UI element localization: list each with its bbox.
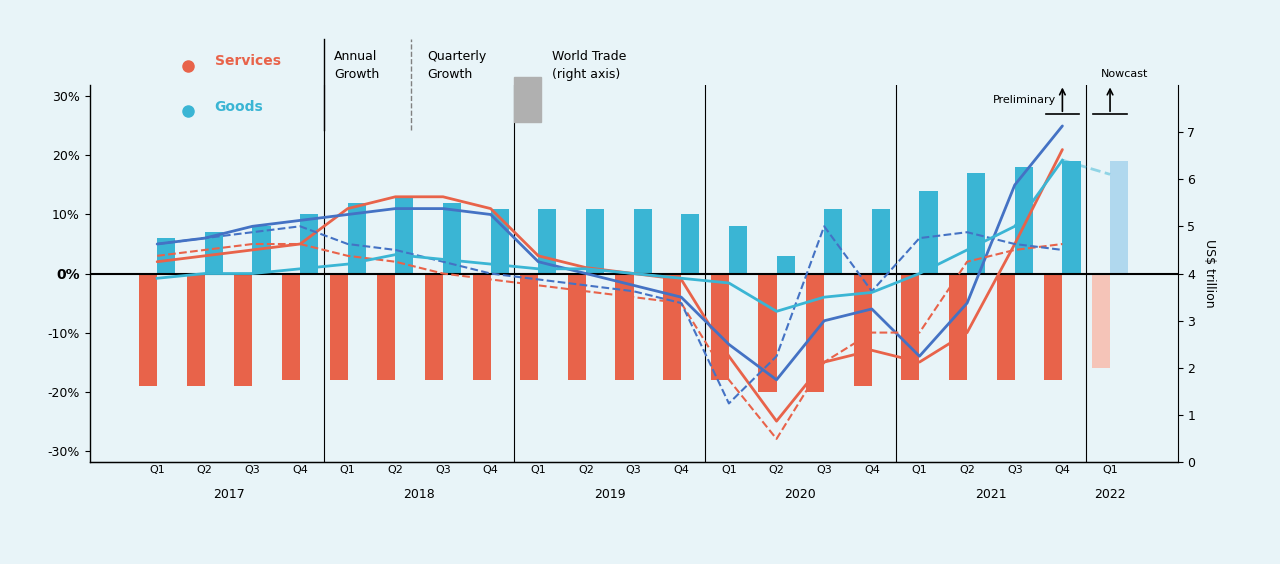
Bar <box>282 274 300 380</box>
Bar <box>997 274 1015 380</box>
Bar <box>157 238 175 274</box>
Bar <box>330 274 348 380</box>
Bar <box>1062 161 1080 274</box>
Y-axis label: US$ trillion: US$ trillion <box>1203 239 1216 308</box>
Bar <box>777 256 795 274</box>
Text: 2019: 2019 <box>594 488 626 501</box>
Bar <box>968 173 986 274</box>
Bar <box>586 209 604 274</box>
Bar <box>872 209 890 274</box>
Text: Services: Services <box>215 54 280 68</box>
Bar <box>1015 168 1033 274</box>
Bar <box>443 202 461 274</box>
Text: 2018: 2018 <box>403 488 435 501</box>
Bar <box>759 274 777 391</box>
Bar <box>252 226 270 274</box>
Bar <box>300 214 319 274</box>
Bar <box>854 274 872 386</box>
Bar <box>824 209 842 274</box>
Bar <box>1092 274 1110 368</box>
Bar <box>568 274 586 380</box>
Bar <box>901 274 919 380</box>
Bar <box>710 274 728 380</box>
Bar <box>919 191 937 274</box>
Bar <box>681 214 699 274</box>
Bar <box>520 274 539 380</box>
Bar <box>1044 274 1062 380</box>
Bar <box>234 274 252 386</box>
FancyBboxPatch shape <box>515 77 541 122</box>
Text: Nowcast: Nowcast <box>1101 69 1148 79</box>
Bar <box>348 202 366 274</box>
Bar <box>1110 161 1128 274</box>
Bar <box>425 274 443 380</box>
Text: Quarterly
Growth: Quarterly Growth <box>428 50 486 81</box>
Bar <box>948 274 968 380</box>
Bar <box>187 274 205 386</box>
Bar <box>663 274 681 380</box>
Text: Preliminary: Preliminary <box>993 95 1056 105</box>
Text: Annual
Growth: Annual Growth <box>334 50 380 81</box>
Bar <box>634 209 652 274</box>
Text: Goods: Goods <box>215 100 264 114</box>
Text: 2020: 2020 <box>785 488 817 501</box>
Bar <box>396 197 413 274</box>
Text: 2017: 2017 <box>212 488 244 501</box>
Bar <box>539 209 557 274</box>
Bar <box>205 232 223 274</box>
Bar <box>140 274 157 386</box>
Bar <box>728 226 748 274</box>
Text: World Trade
(right axis): World Trade (right axis) <box>552 50 626 81</box>
Bar <box>472 274 490 380</box>
Bar <box>378 274 396 380</box>
Bar <box>616 274 634 380</box>
Text: 2021: 2021 <box>975 488 1007 501</box>
Text: 2022: 2022 <box>1094 488 1126 501</box>
Bar <box>806 274 824 391</box>
Bar <box>490 209 508 274</box>
